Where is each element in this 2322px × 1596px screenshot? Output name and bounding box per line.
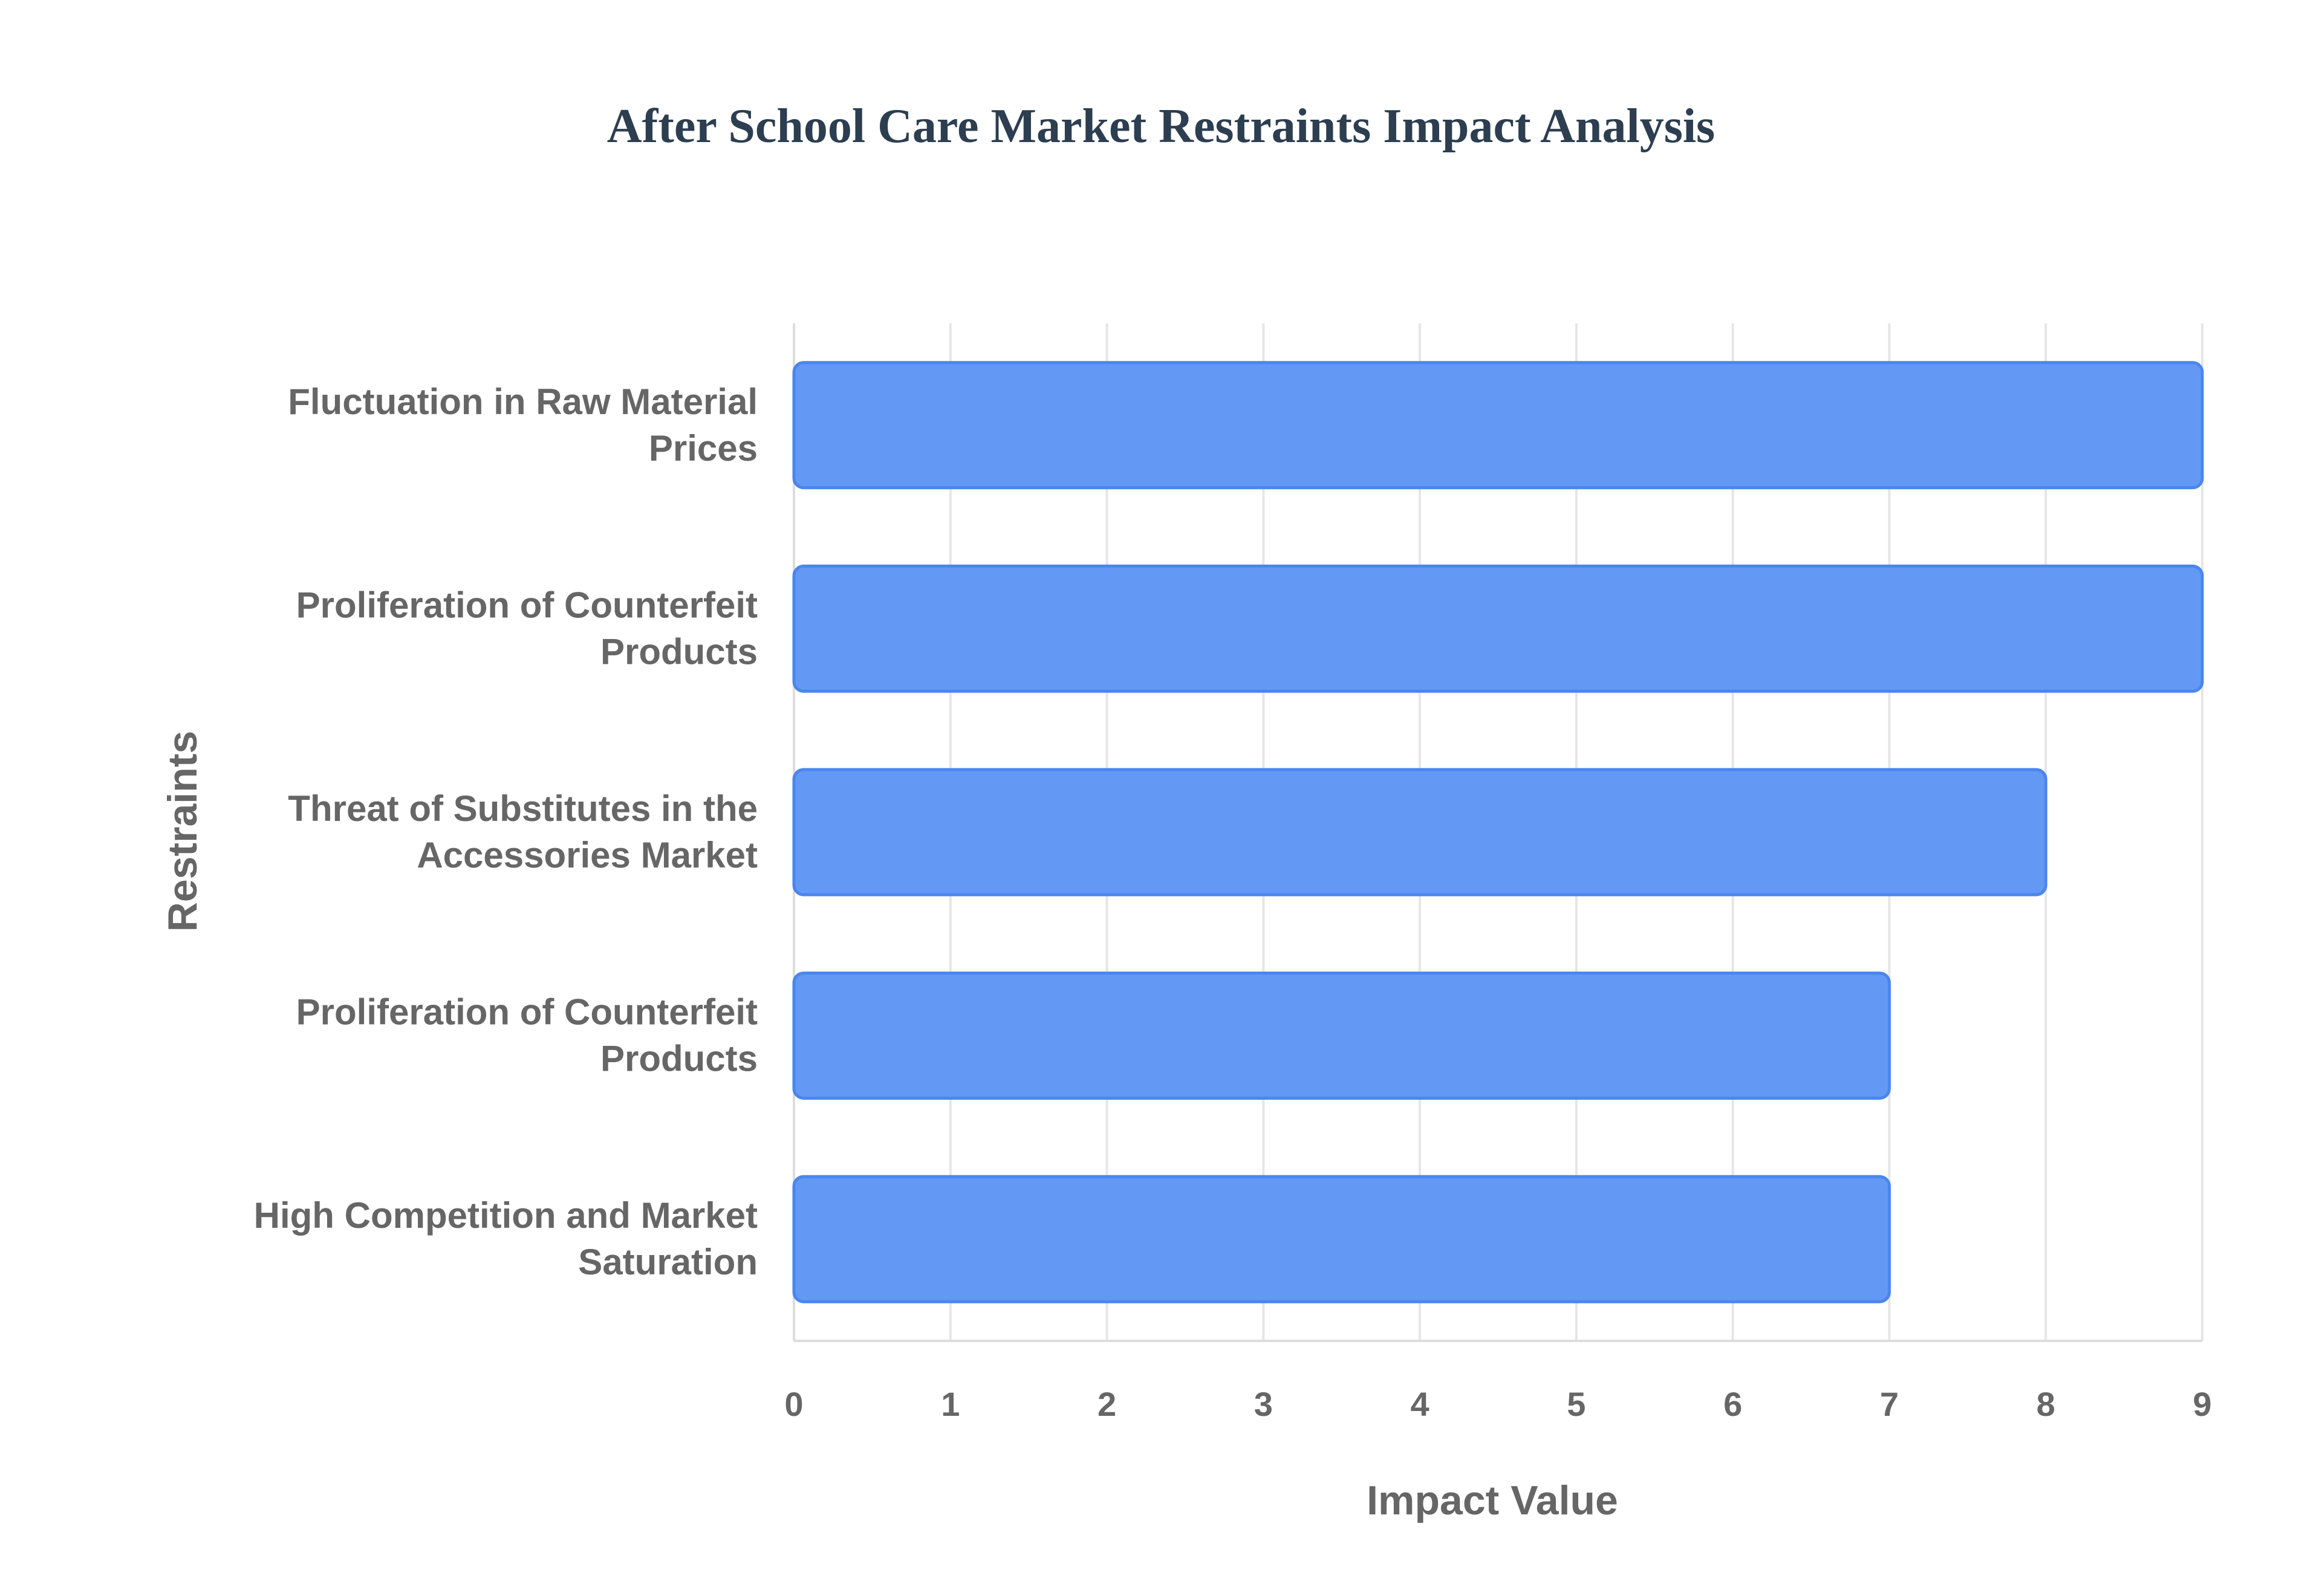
x-tick-label: 1 bbox=[941, 1385, 960, 1423]
bar bbox=[792, 972, 1891, 1100]
x-tick-label: 6 bbox=[1723, 1385, 1742, 1423]
category-label: Proliferation of Counterfeit Products bbox=[296, 585, 758, 672]
bar bbox=[792, 1175, 1891, 1303]
x-tick-labels: 0 1 2 3 4 5 6 7 8 9 bbox=[784, 1385, 2211, 1423]
x-tick-label: 2 bbox=[1098, 1385, 1116, 1423]
x-tick-label: 0 bbox=[784, 1385, 803, 1423]
category-label: Proliferation of Counterfeit Products bbox=[296, 992, 758, 1079]
x-tick-label: 3 bbox=[1254, 1385, 1273, 1423]
x-tick-label: 5 bbox=[1567, 1385, 1585, 1423]
category-label: Threat of Substitutes in the Accessories … bbox=[288, 788, 758, 875]
category-label: Fluctuation in Raw Material Prices bbox=[288, 381, 758, 469]
bars bbox=[792, 361, 2204, 1303]
chart-title: After School Care Market Restraints Impa… bbox=[607, 100, 1715, 153]
y-axis-title: Restraints bbox=[160, 731, 206, 932]
category-label: High Competition and Market Saturation bbox=[254, 1195, 758, 1282]
bar bbox=[792, 768, 2047, 897]
x-tick-label: 9 bbox=[2193, 1385, 2211, 1423]
x-tick-label: 8 bbox=[2037, 1385, 2055, 1423]
bar bbox=[792, 361, 2204, 490]
x-axis-title: Impact Value bbox=[1367, 1478, 1618, 1523]
x-tick-label: 4 bbox=[1411, 1385, 1429, 1423]
bar bbox=[792, 564, 2204, 693]
x-tick-label: 7 bbox=[1880, 1385, 1899, 1423]
category-labels: Fluctuation in Raw Material Prices Prolife… bbox=[254, 381, 758, 1282]
